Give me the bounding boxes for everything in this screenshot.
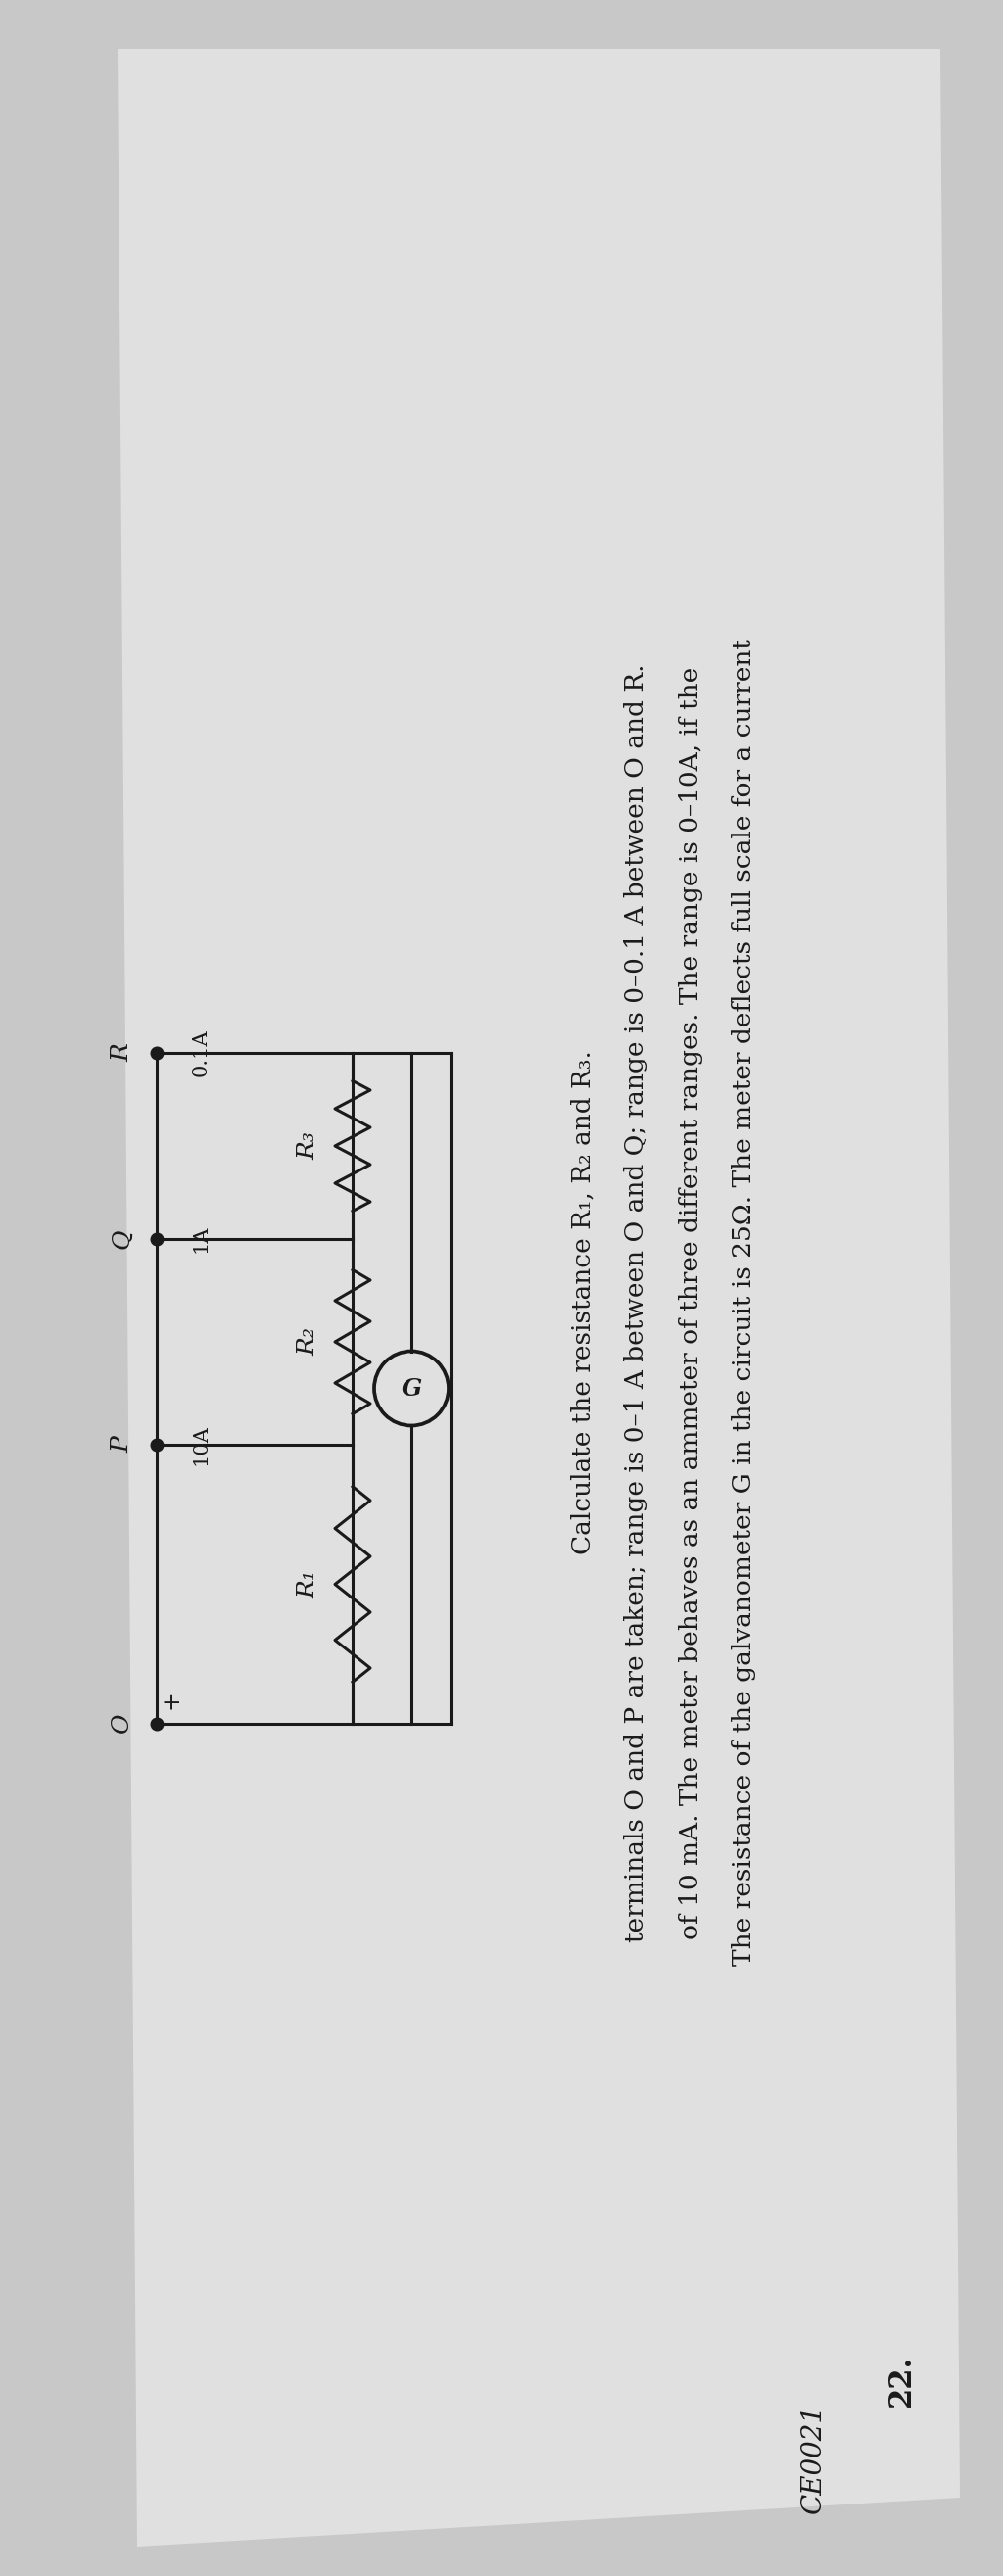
Polygon shape: [117, 49, 960, 2548]
Text: R₃: R₃: [297, 1131, 320, 1159]
Point: [148, 1218, 164, 1260]
Text: P: P: [111, 1437, 133, 1453]
Text: R₁: R₁: [297, 1571, 320, 1600]
Text: O: O: [111, 1713, 133, 1734]
Point: [148, 1425, 164, 1466]
Text: 0.1A: 0.1A: [192, 1030, 210, 1077]
Text: terminals O and P are taken; range is 0–1 A between O and Q; range is 0–0.1 A be: terminals O and P are taken; range is 0–…: [625, 665, 649, 1942]
Text: 1A: 1A: [192, 1226, 210, 1252]
Text: R₂: R₂: [297, 1327, 320, 1355]
Text: R: R: [111, 1043, 133, 1061]
Point: [148, 1703, 164, 1744]
Text: Calculate the resistance R₁, R₂ and R₃.: Calculate the resistance R₁, R₂ and R₃.: [571, 1051, 595, 1556]
Text: The resistance of the galvanometer G in the circuit is 25Ω. The meter deflects f: The resistance of the galvanometer G in …: [732, 639, 756, 1965]
Text: 10A: 10A: [192, 1425, 210, 1466]
Point: [148, 1033, 164, 1074]
Text: CE0021: CE0021: [799, 2403, 826, 2514]
Text: G: G: [401, 1376, 422, 1401]
Text: 22.: 22.: [886, 2354, 917, 2406]
Text: +: +: [160, 1690, 183, 1708]
Text: Q: Q: [111, 1229, 133, 1249]
Text: of 10 mA. The meter behaves as an ammeter of three different ranges. The range i: of 10 mA. The meter behaves as an ammete…: [678, 667, 703, 1940]
